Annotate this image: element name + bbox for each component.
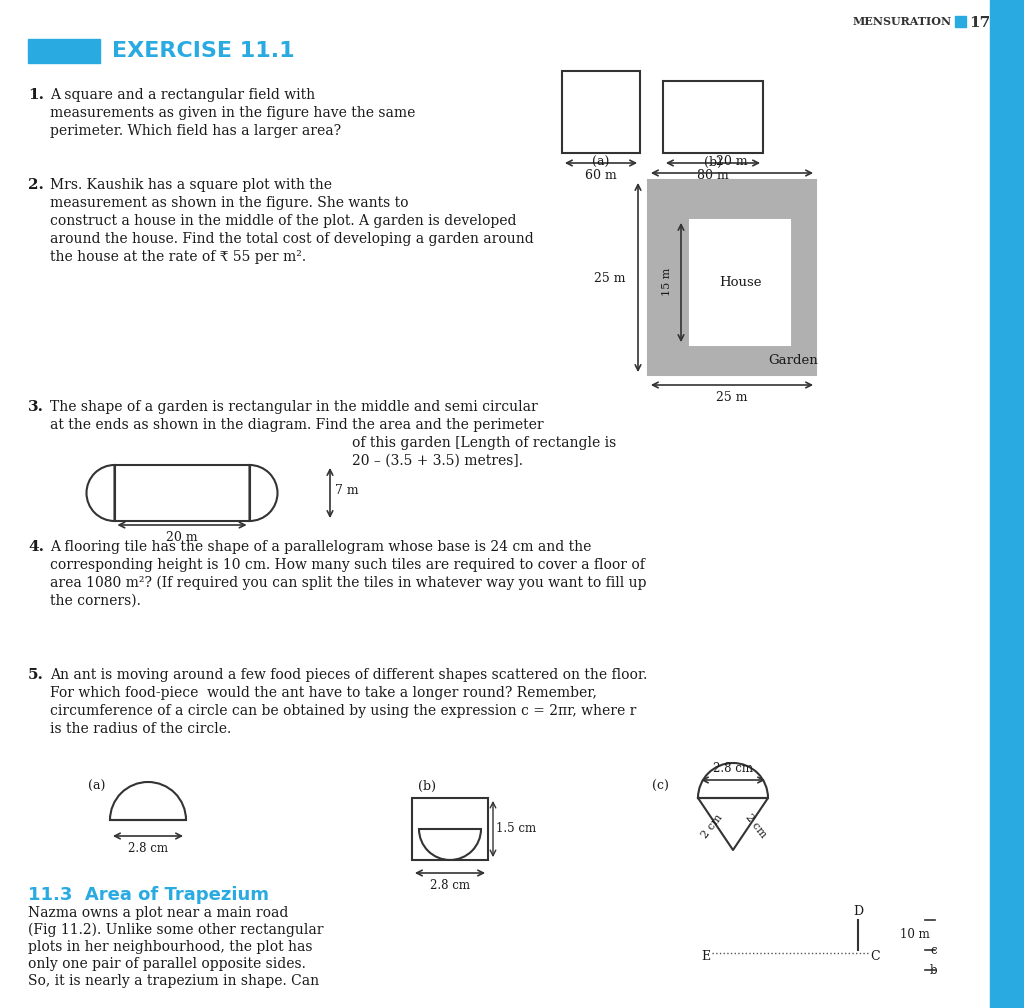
Text: (a): (a) bbox=[88, 780, 105, 793]
Text: 20 – (3.5 + 3.5) metres].: 20 – (3.5 + 3.5) metres]. bbox=[352, 454, 523, 468]
Text: construct a house in the middle of the plot. A garden is developed: construct a house in the middle of the p… bbox=[50, 214, 516, 228]
Text: (a): (a) bbox=[592, 156, 609, 169]
Text: So, it is nearly a trapezium in shape. Can: So, it is nearly a trapezium in shape. C… bbox=[28, 974, 319, 988]
Text: C: C bbox=[870, 950, 880, 963]
Text: corresponding height is 10 cm. How many such tiles are required to cover a floor: corresponding height is 10 cm. How many … bbox=[50, 558, 645, 572]
Text: area 1080 m²? (If required you can split the tiles in whatever way you want to f: area 1080 m²? (If required you can split… bbox=[50, 576, 646, 591]
Text: b: b bbox=[930, 964, 938, 977]
Text: 7 m: 7 m bbox=[335, 485, 358, 498]
Text: 1.: 1. bbox=[28, 88, 44, 102]
Bar bbox=[562, 71, 640, 153]
Text: 2.8 cm: 2.8 cm bbox=[430, 879, 470, 892]
Text: measurements as given in the figure have the same: measurements as given in the figure have… bbox=[50, 106, 416, 120]
Text: MENSURATION: MENSURATION bbox=[853, 16, 952, 27]
Text: c: c bbox=[930, 943, 937, 957]
Text: Garden: Garden bbox=[768, 354, 818, 367]
Text: around the house. Find the total cost of developing a garden around: around the house. Find the total cost of… bbox=[50, 232, 534, 246]
Text: the corners).: the corners). bbox=[50, 594, 141, 608]
Text: only one pair of parallel opposite sides.: only one pair of parallel opposite sides… bbox=[28, 957, 306, 971]
Text: 60 m: 60 m bbox=[585, 169, 616, 182]
Text: For which food-piece  would the ant have to take a longer round? Remember,: For which food-piece would the ant have … bbox=[50, 686, 597, 700]
Text: A square and a rectangular field with: A square and a rectangular field with bbox=[50, 88, 315, 102]
Text: 2.8 cm: 2.8 cm bbox=[713, 762, 753, 775]
Bar bbox=[648, 180, 816, 375]
Text: (b): (b) bbox=[705, 156, 722, 169]
Text: EXERCISE 11.1: EXERCISE 11.1 bbox=[112, 41, 295, 61]
Text: 171: 171 bbox=[969, 16, 1000, 30]
Text: 20 m: 20 m bbox=[166, 531, 198, 544]
Text: (b): (b) bbox=[418, 780, 436, 793]
Text: 10 m: 10 m bbox=[900, 928, 930, 941]
Text: Nazma owns a plot near a main road: Nazma owns a plot near a main road bbox=[28, 906, 289, 920]
Text: 11.3  Area of Trapezium: 11.3 Area of Trapezium bbox=[28, 886, 269, 904]
Text: (c): (c) bbox=[652, 780, 669, 793]
Text: (Fig 11.2). Unlike some other rectangular: (Fig 11.2). Unlike some other rectangula… bbox=[28, 923, 324, 937]
Text: House: House bbox=[719, 275, 761, 288]
Text: A flooring tile has the shape of a parallelogram whose base is 24 cm and the: A flooring tile has the shape of a paral… bbox=[50, 540, 592, 554]
Bar bbox=[115, 465, 250, 521]
Bar bbox=[663, 81, 763, 153]
Text: 15 m: 15 m bbox=[662, 268, 672, 296]
Text: of this garden [Length of rectangle is: of this garden [Length of rectangle is bbox=[352, 436, 616, 450]
Text: circumference of a circle can be obtained by using the expression c = 2πr, where: circumference of a circle can be obtaine… bbox=[50, 704, 636, 718]
Text: 4.: 4. bbox=[28, 540, 44, 554]
Text: is the radius of the circle.: is the radius of the circle. bbox=[50, 722, 231, 736]
Text: 5.: 5. bbox=[28, 668, 44, 682]
Bar bbox=[955, 16, 966, 27]
Text: 20 m: 20 m bbox=[716, 155, 748, 168]
Text: An ant is moving around a few food pieces of different shapes scattered on the f: An ant is moving around a few food piece… bbox=[50, 668, 647, 682]
Text: 2.8 cm: 2.8 cm bbox=[128, 842, 168, 855]
Bar bbox=[412, 798, 488, 860]
Text: 3.: 3. bbox=[28, 400, 44, 414]
Text: 1.5 cm: 1.5 cm bbox=[496, 823, 537, 836]
Text: measurement as shown in the figure. She wants to: measurement as shown in the figure. She … bbox=[50, 196, 409, 210]
Bar bbox=[28, 39, 100, 62]
Text: 2 cm: 2 cm bbox=[743, 812, 768, 840]
Text: 2 cm: 2 cm bbox=[699, 812, 724, 840]
Text: the house at the rate of ₹ 55 per m².: the house at the rate of ₹ 55 per m². bbox=[50, 250, 306, 264]
Text: The shape of a garden is rectangular in the middle and semi circular: The shape of a garden is rectangular in … bbox=[50, 400, 538, 414]
Text: E: E bbox=[700, 950, 710, 963]
Text: perimeter. Which field has a larger area?: perimeter. Which field has a larger area… bbox=[50, 124, 341, 138]
Text: 25 m: 25 m bbox=[595, 271, 626, 284]
Text: 25 m: 25 m bbox=[716, 391, 748, 404]
Text: 2.: 2. bbox=[28, 178, 44, 192]
Text: at the ends as shown in the diagram. Find the area and the perimeter: at the ends as shown in the diagram. Fin… bbox=[50, 418, 544, 432]
Bar bbox=[690, 220, 790, 345]
Text: plots in her neighbourhood, the plot has: plots in her neighbourhood, the plot has bbox=[28, 940, 312, 954]
Bar bbox=[990, 0, 1024, 1008]
Text: 80 m: 80 m bbox=[697, 169, 729, 182]
Text: D: D bbox=[853, 905, 863, 918]
Text: Mrs. Kaushik has a square plot with the: Mrs. Kaushik has a square plot with the bbox=[50, 178, 332, 192]
